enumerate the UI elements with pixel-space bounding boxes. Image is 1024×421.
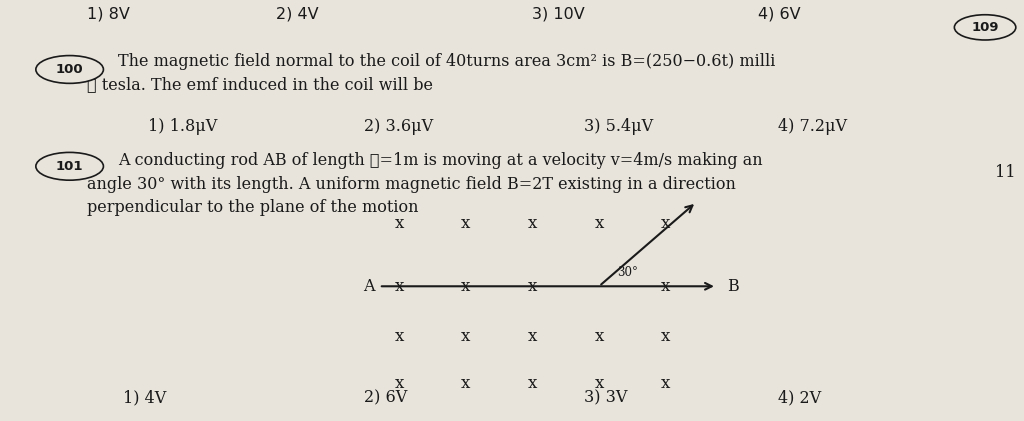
Text: 11: 11 [995, 164, 1016, 181]
Text: 4) 6V: 4) 6V [758, 6, 801, 21]
Text: 4) 7.2μV: 4) 7.2μV [778, 118, 847, 135]
Text: ℓ tesla. The emf induced in the coil will be: ℓ tesla. The emf induced in the coil wil… [87, 76, 433, 93]
Text: 3) 3V: 3) 3V [584, 389, 627, 406]
Text: 1) 8V: 1) 8V [87, 6, 130, 21]
Text: x: x [594, 328, 604, 345]
Text: x: x [527, 215, 538, 232]
Text: 101: 101 [56, 160, 83, 173]
Text: x: x [594, 375, 604, 392]
Text: x: x [660, 375, 671, 392]
Text: B: B [727, 278, 738, 295]
Text: x: x [461, 215, 471, 232]
Text: 30°: 30° [617, 266, 638, 279]
Text: x: x [527, 375, 538, 392]
Circle shape [36, 152, 103, 180]
Text: 2) 4V: 2) 4V [276, 6, 319, 21]
Text: A conducting rod AB of length ℓ=1m is moving at a velocity v=4m/s making an: A conducting rod AB of length ℓ=1m is mo… [118, 152, 763, 169]
Text: x: x [461, 328, 471, 345]
Text: x: x [394, 215, 404, 232]
Text: 109: 109 [972, 21, 998, 34]
Text: 2) 3.6μV: 2) 3.6μV [364, 118, 433, 135]
Circle shape [954, 15, 1016, 40]
Text: 100: 100 [56, 63, 83, 76]
Text: x: x [394, 375, 404, 392]
Text: 1) 1.8μV: 1) 1.8μV [148, 118, 218, 135]
Circle shape [36, 56, 103, 83]
Text: perpendicular to the plane of the motion: perpendicular to the plane of the motion [87, 199, 419, 216]
Text: The magnetic field normal to the coil of 40turns area 3cm² is B=(250−0.6t) milli: The magnetic field normal to the coil of… [118, 53, 775, 69]
Text: x: x [660, 278, 671, 295]
Text: x: x [660, 328, 671, 345]
Text: x: x [461, 375, 471, 392]
Text: 2) 6V: 2) 6V [364, 389, 407, 406]
Text: 4) 2V: 4) 2V [778, 389, 821, 406]
Text: 3) 5.4μV: 3) 5.4μV [584, 118, 653, 135]
Text: x: x [660, 215, 671, 232]
Text: 3) 10V: 3) 10V [532, 6, 586, 21]
Text: x: x [394, 328, 404, 345]
Text: angle 30° with its length. A uniform magnetic field B=2T existing in a direction: angle 30° with its length. A uniform mag… [87, 176, 736, 193]
Text: x: x [394, 278, 404, 295]
Text: x: x [527, 278, 538, 295]
Text: x: x [527, 328, 538, 345]
Text: x: x [461, 278, 471, 295]
Text: 1) 4V: 1) 4V [123, 389, 166, 406]
Text: A: A [364, 278, 375, 295]
Text: x: x [594, 215, 604, 232]
